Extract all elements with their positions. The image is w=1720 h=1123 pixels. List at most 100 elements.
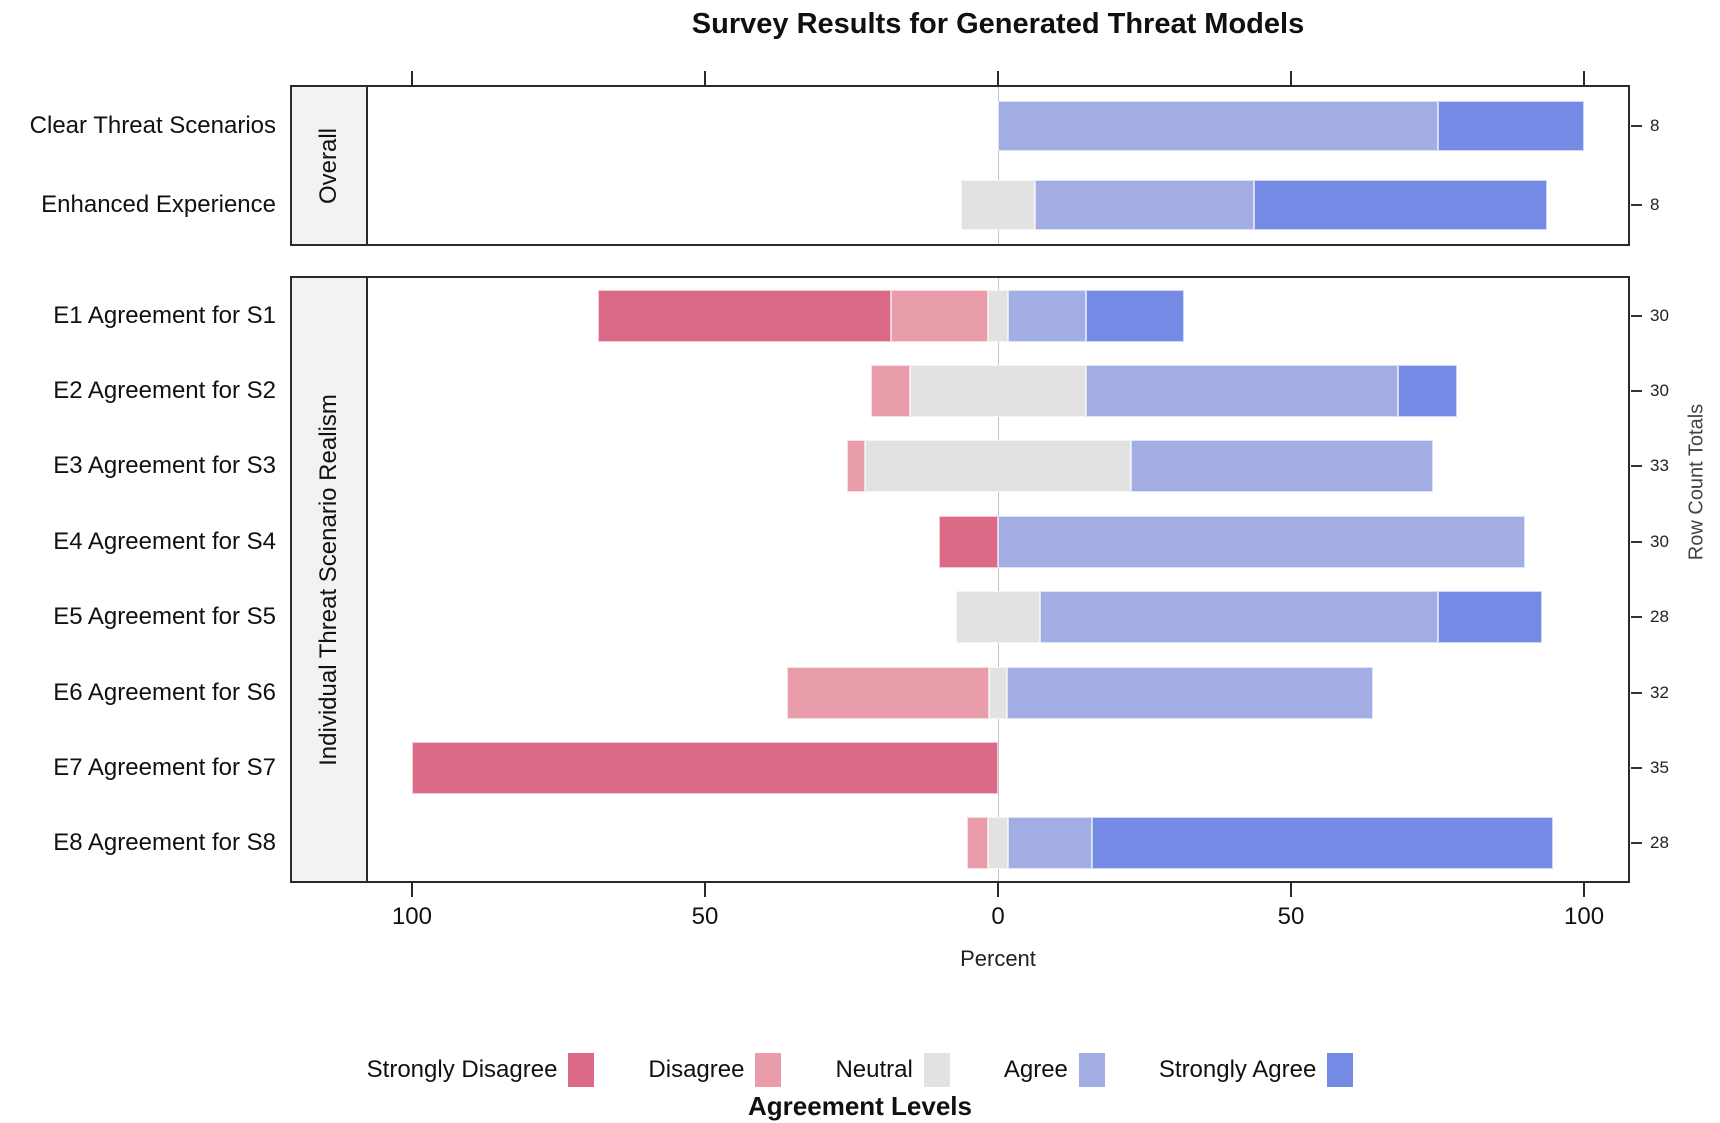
bar-segment-strongly-disagree bbox=[411, 741, 998, 794]
bar-segment-neutral bbox=[988, 666, 1008, 719]
row-count-tick bbox=[1631, 691, 1642, 694]
row-count-tick bbox=[1631, 390, 1642, 393]
x-axis-label: Percent bbox=[960, 946, 1036, 971]
zero-reference-line bbox=[998, 278, 999, 881]
bar-segment-agree bbox=[1039, 591, 1438, 644]
row-count-label: 32 bbox=[1650, 682, 1669, 702]
row-label: E6 Agreement for S6 bbox=[53, 678, 276, 706]
row-count-tick bbox=[1631, 616, 1642, 619]
legend-item-strongly-agree: Strongly Agree bbox=[1158, 1053, 1354, 1087]
legend-item-disagree: Disagree bbox=[648, 1053, 782, 1087]
x-axis-tick-bottom bbox=[1583, 883, 1586, 897]
legend-swatch-strongly-disagree bbox=[568, 1053, 595, 1087]
row-label: E1 Agreement for S1 bbox=[53, 301, 276, 329]
bar-segment-neutral bbox=[988, 289, 1008, 342]
panel-individual-threat-scenario-realism: Individual Threat Scenario Realism bbox=[290, 276, 1630, 883]
row-count-tick bbox=[1631, 125, 1642, 128]
row-label: Enhanced Experience bbox=[41, 190, 276, 218]
bar-segment-neutral bbox=[910, 365, 1086, 418]
legend-item-label: Strongly Agree bbox=[1158, 1056, 1317, 1083]
bar-segment-strongly-disagree bbox=[597, 289, 891, 342]
x-axis-tick-top bbox=[1290, 71, 1293, 85]
bar-segment-neutral bbox=[961, 179, 1035, 230]
bar-segment-strongly-agree bbox=[1092, 817, 1553, 870]
bar-segment-strongly-agree bbox=[1254, 179, 1548, 230]
x-axis-tick-bottom bbox=[703, 883, 706, 897]
legend: Strongly Disagree Disagree Neutral Agree Str… bbox=[230, 1050, 1490, 1090]
bar-segment-disagree bbox=[890, 289, 989, 342]
strip-label-overall: Overall bbox=[315, 127, 342, 204]
row-count-label: 30 bbox=[1650, 305, 1669, 325]
legend-item-label: Strongly Disagree bbox=[366, 1056, 558, 1083]
legend-swatch-neutral bbox=[923, 1053, 950, 1087]
legend-item-label: Agree bbox=[1003, 1056, 1068, 1083]
strip-label-individual-threat-scenario-realism: Individual Threat Scenario Realism bbox=[315, 393, 342, 766]
bar-segment-disagree bbox=[847, 440, 865, 493]
row-label: E8 Agreement for S8 bbox=[53, 829, 276, 857]
row-count-label: 28 bbox=[1650, 833, 1669, 853]
row-count-label: 8 bbox=[1650, 194, 1660, 214]
x-axis-tick-bottom bbox=[1290, 883, 1293, 897]
row-label: E2 Agreement for S2 bbox=[53, 377, 276, 405]
row-count-label: 30 bbox=[1650, 381, 1669, 401]
legend-item-label: Disagree bbox=[648, 1056, 745, 1083]
bar-segment-disagree bbox=[966, 817, 988, 870]
x-axis-tick-top bbox=[410, 71, 413, 85]
x-axis-tick-label: 100 bbox=[1564, 903, 1605, 930]
bar-segment-agree bbox=[1085, 365, 1399, 418]
x-axis-tick-top bbox=[1583, 71, 1586, 85]
bar-segment-neutral bbox=[956, 591, 1040, 644]
bar-segment-neutral bbox=[864, 440, 1132, 493]
x-axis-tick-top bbox=[997, 71, 999, 85]
legend-title: Agreement Levels bbox=[748, 1091, 972, 1121]
x-axis-tick-top bbox=[703, 71, 706, 85]
bar-segment-strongly-agree bbox=[1437, 101, 1585, 152]
row-label: E3 Agreement for S3 bbox=[53, 452, 276, 480]
bar-segment-agree bbox=[1008, 817, 1093, 870]
bar-segment-disagree bbox=[871, 365, 911, 418]
row-label: E5 Agreement for S5 bbox=[53, 603, 276, 631]
bar-segment-agree bbox=[1131, 440, 1434, 493]
chart-title: Survey Results for Generated Threat Mode… bbox=[691, 8, 1305, 40]
bar-segment-agree bbox=[998, 515, 1526, 568]
legend-item-agree: Agree bbox=[1004, 1053, 1105, 1087]
bar-segment-agree bbox=[1007, 289, 1086, 342]
x-axis-tick-label: 100 bbox=[391, 903, 432, 930]
row-count-tick bbox=[1631, 766, 1642, 769]
zero-reference-line bbox=[998, 87, 999, 244]
bar-segment-agree bbox=[998, 101, 1438, 152]
legend-swatch-disagree bbox=[755, 1053, 782, 1087]
row-count-label: 30 bbox=[1650, 531, 1669, 551]
row-count-tick bbox=[1631, 540, 1642, 543]
x-axis-tick-bottom bbox=[410, 883, 413, 897]
row-label: E7 Agreement for S7 bbox=[53, 753, 276, 781]
x-axis-tick-bottom bbox=[997, 883, 999, 897]
bar-segment-strongly-disagree bbox=[939, 515, 998, 568]
legend-item-strongly-disagree: Strongly Disagree bbox=[367, 1053, 595, 1087]
row-count-label: 28 bbox=[1650, 607, 1669, 627]
legend-swatch-agree bbox=[1078, 1053, 1105, 1087]
bar-segment-strongly-agree bbox=[1437, 591, 1543, 644]
x-axis-tick-label: 50 bbox=[691, 903, 719, 930]
row-count-tick bbox=[1631, 314, 1642, 317]
bar-segment-agree bbox=[1034, 179, 1255, 230]
legend-item-neutral: Neutral bbox=[835, 1053, 950, 1087]
row-count-label: 8 bbox=[1650, 116, 1660, 136]
bar-segment-neutral bbox=[987, 817, 1009, 870]
strip-individual-threat-scenario-realism: Individual Threat Scenario Realism bbox=[292, 278, 368, 881]
bar-segment-strongly-agree bbox=[1085, 289, 1184, 342]
legend-item-label: Neutral bbox=[835, 1056, 913, 1083]
bar-segment-strongly-agree bbox=[1398, 365, 1458, 418]
panel-overall: Overall bbox=[290, 85, 1630, 246]
x-axis-tick-label: 50 bbox=[1277, 903, 1305, 930]
legend-swatch-strongly-agree bbox=[1327, 1053, 1354, 1087]
bar-segment-disagree bbox=[787, 666, 989, 719]
row-count-tick bbox=[1631, 203, 1642, 206]
bar-segment-agree bbox=[1007, 666, 1374, 719]
row-count-tick bbox=[1631, 842, 1642, 845]
right-axis-label: Row Count Totals bbox=[1685, 403, 1708, 561]
row-label: Clear Threat Scenarios bbox=[29, 112, 276, 140]
plot-area-2 bbox=[368, 278, 1628, 881]
plot-area-1 bbox=[368, 87, 1628, 244]
